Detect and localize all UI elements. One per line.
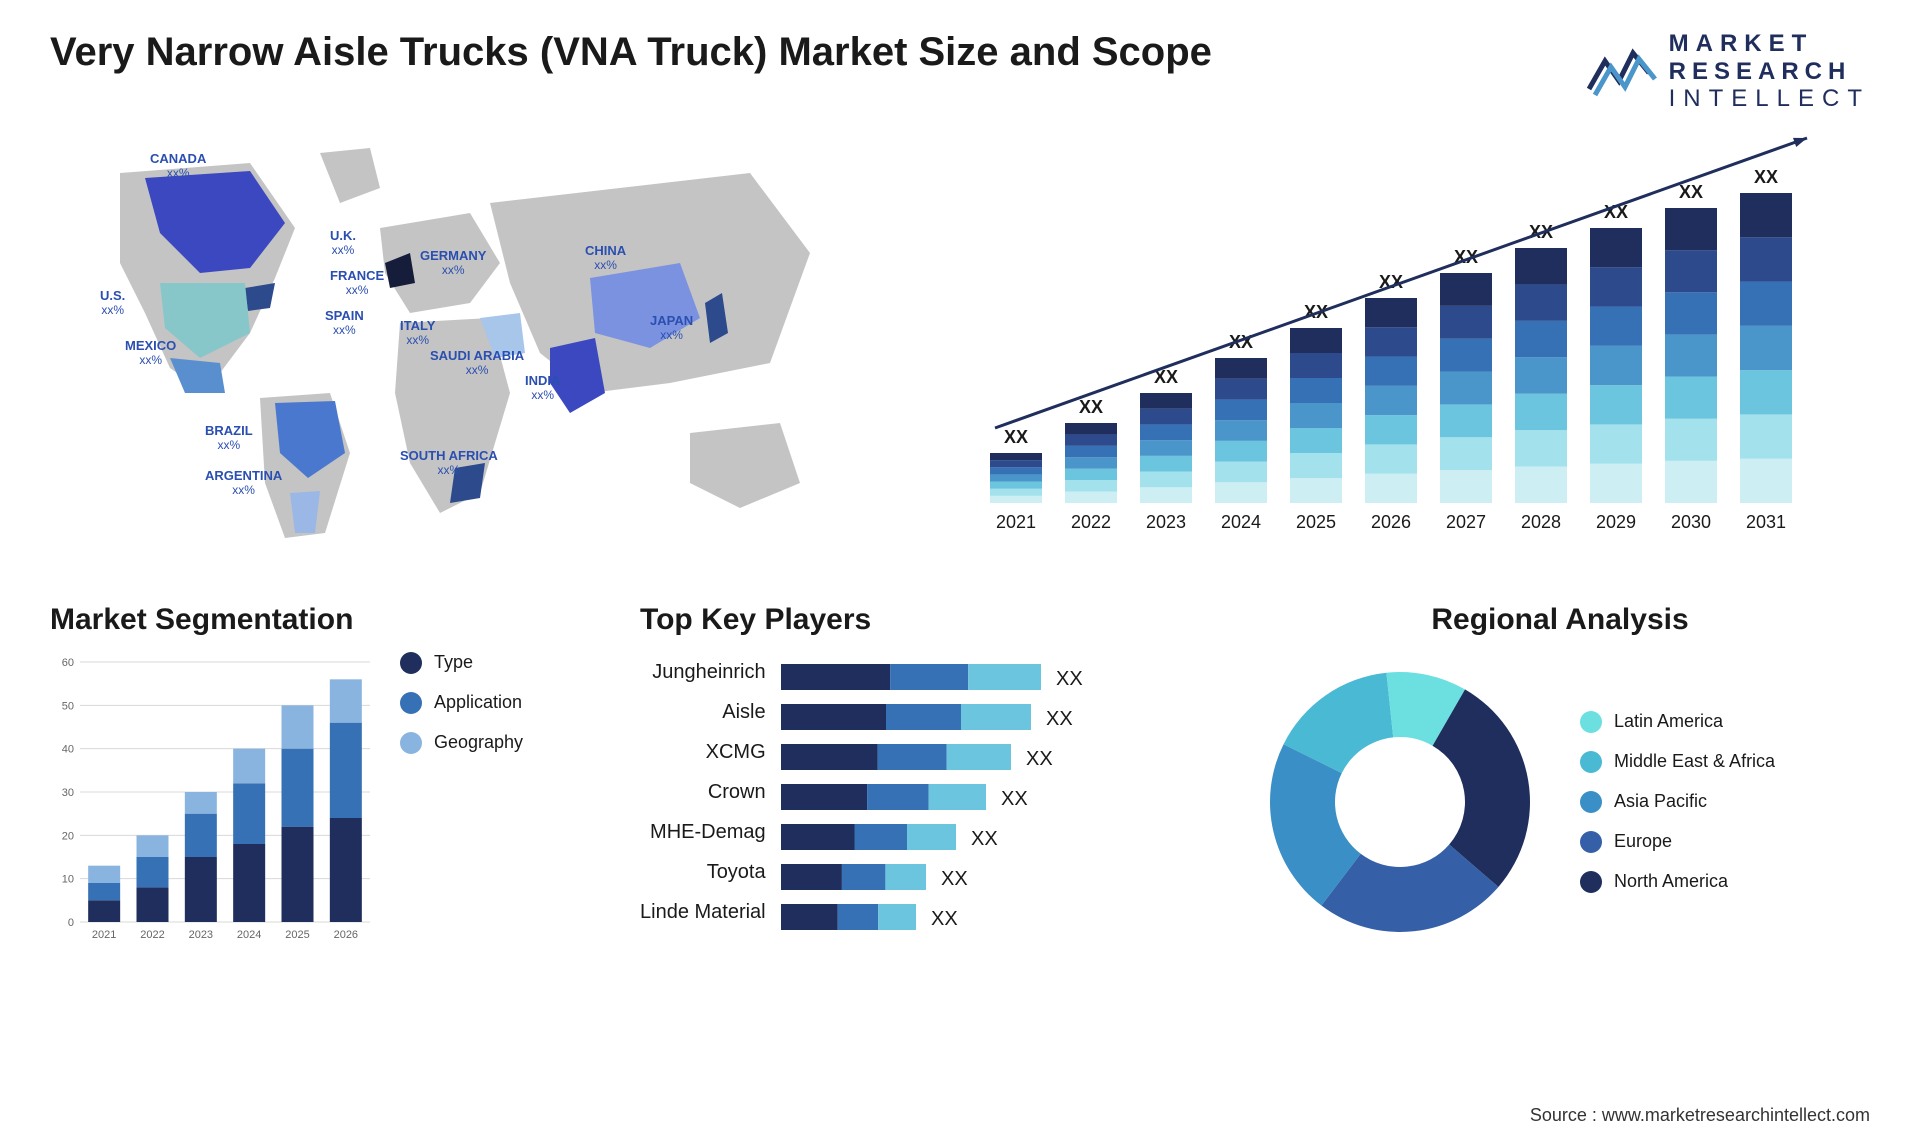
map-label: CHINAxx%	[585, 243, 626, 273]
map-label: INDIAxx%	[525, 373, 560, 403]
svg-text:2031: 2031	[1746, 512, 1786, 532]
main-bar-chart-panel: XX2021XX2022XX2023XX2024XX2025XX2026XX20…	[960, 133, 1870, 563]
segmentation-legend: Type Application Geography	[400, 652, 523, 952]
player-name: XCMG	[706, 732, 766, 772]
svg-text:2023: 2023	[189, 929, 213, 941]
regional-panel: Regional Analysis Latin America Middle Ea…	[1250, 603, 1870, 973]
svg-text:XX: XX	[1056, 668, 1083, 690]
map-label: SAUDI ARABIAxx%	[430, 348, 524, 378]
svg-text:2022: 2022	[1071, 512, 1111, 532]
players-title: Top Key Players	[640, 603, 1200, 637]
world-map-panel: CANADAxx% U.S.xx%MEXICOxx% BRAZILxx% ARGENT…	[50, 133, 920, 563]
svg-text:XX: XX	[941, 868, 968, 890]
legend-item: Geography	[400, 732, 523, 754]
player-name: Toyota	[707, 852, 766, 892]
logo-icon	[1587, 41, 1657, 101]
map-label: GERMANYxx%	[420, 248, 486, 278]
logo-text-3: INTELLECT	[1669, 85, 1870, 113]
legend-item: Application	[400, 692, 523, 714]
svg-text:20: 20	[62, 830, 74, 842]
svg-text:2024: 2024	[237, 929, 261, 941]
legend-item: Asia Pacific	[1580, 791, 1775, 813]
svg-text:2025: 2025	[1296, 512, 1336, 532]
svg-text:10: 10	[62, 873, 74, 885]
svg-text:2027: 2027	[1446, 512, 1486, 532]
regional-title: Regional Analysis	[1250, 603, 1870, 637]
player-name: Crown	[708, 772, 766, 812]
legend-item: Middle East & Africa	[1580, 751, 1775, 773]
segmentation-panel: Market Segmentation 0 10 20 30 40 50 60 2021 202…	[50, 603, 590, 973]
svg-text:XX: XX	[971, 828, 998, 850]
player-name: MHE-Demag	[650, 812, 766, 852]
map-label: FRANCExx%	[330, 268, 384, 298]
header: Very Narrow Aisle Trucks (VNA Truck) Mar…	[50, 30, 1870, 113]
source-text: Source : www.marketresearchintellect.com	[1530, 1105, 1870, 1126]
segmentation-title: Market Segmentation	[50, 603, 590, 637]
player-name: Jungheinrich	[652, 652, 765, 692]
map-label: CANADAxx%	[150, 151, 206, 181]
page-title: Very Narrow Aisle Trucks (VNA Truck) Mar…	[50, 30, 1212, 75]
svg-text:XX: XX	[1679, 182, 1703, 202]
svg-text:2021: 2021	[92, 929, 116, 941]
map-label: U.S.xx%	[100, 288, 125, 318]
svg-text:2021: 2021	[996, 512, 1036, 532]
map-label: ARGENTINAxx%	[205, 468, 282, 498]
brand-logo: MARKET RESEARCH INTELLECT	[1587, 30, 1870, 113]
svg-text:XX: XX	[1079, 397, 1103, 417]
map-label: ITALYxx%	[400, 318, 435, 348]
svg-text:XX: XX	[1004, 427, 1028, 447]
logo-text-1: MARKET	[1669, 30, 1870, 58]
map-label: BRAZILxx%	[205, 423, 253, 453]
legend-item: Type	[400, 652, 523, 674]
players-panel: Top Key Players JungheinrichAisleXCMGCro…	[640, 603, 1200, 973]
svg-text:40: 40	[62, 743, 74, 755]
player-name: Aisle	[722, 692, 765, 732]
map-label: JAPANxx%	[650, 313, 693, 343]
svg-text:2029: 2029	[1596, 512, 1636, 532]
svg-text:2026: 2026	[1371, 512, 1411, 532]
regional-legend: Latin America Middle East & Africa Asia Pa…	[1580, 711, 1775, 893]
svg-text:XX: XX	[1026, 748, 1053, 770]
player-name: Linde Material	[640, 892, 766, 932]
segmentation-chart: 0 10 20 30 40 50 60 2021 2022 2023 2024 2025 2026	[50, 652, 370, 952]
svg-text:XX: XX	[1754, 167, 1778, 187]
map-label: U.K.xx%	[330, 228, 356, 258]
main-bar-chart: XX2021XX2022XX2023XX2024XX2025XX2026XX20…	[960, 133, 1860, 553]
map-label: SPAINxx%	[325, 308, 364, 338]
svg-text:2024: 2024	[1221, 512, 1261, 532]
svg-text:2023: 2023	[1146, 512, 1186, 532]
svg-text:2025: 2025	[285, 929, 309, 941]
svg-text:50: 50	[62, 700, 74, 712]
svg-text:60: 60	[62, 657, 74, 669]
legend-item: Europe	[1580, 831, 1775, 853]
regional-donut	[1250, 652, 1550, 952]
map-label: MEXICOxx%	[125, 338, 176, 368]
legend-item: North America	[1580, 871, 1775, 893]
svg-text:30: 30	[62, 787, 74, 799]
players-chart: XXXXXXXXXXXXXX	[781, 652, 1141, 952]
world-map	[50, 133, 920, 553]
svg-text:2026: 2026	[334, 929, 358, 941]
svg-text:2030: 2030	[1671, 512, 1711, 532]
bottom-row: Market Segmentation 0 10 20 30 40 50 60 2021 202…	[50, 603, 1870, 973]
logo-text-2: RESEARCH	[1669, 58, 1870, 86]
legend-item: Latin America	[1580, 711, 1775, 733]
svg-text:2028: 2028	[1521, 512, 1561, 532]
svg-text:0: 0	[68, 917, 74, 929]
svg-text:XX: XX	[931, 908, 958, 930]
svg-text:2022: 2022	[140, 929, 164, 941]
map-label: SOUTH AFRICAxx%	[400, 448, 498, 478]
svg-text:XX: XX	[1001, 788, 1028, 810]
svg-text:XX: XX	[1046, 708, 1073, 730]
player-labels: JungheinrichAisleXCMGCrownMHE-DemagToyot…	[640, 652, 766, 932]
top-row: CANADAxx% U.S.xx%MEXICOxx% BRAZILxx% ARGENT…	[50, 133, 1870, 563]
